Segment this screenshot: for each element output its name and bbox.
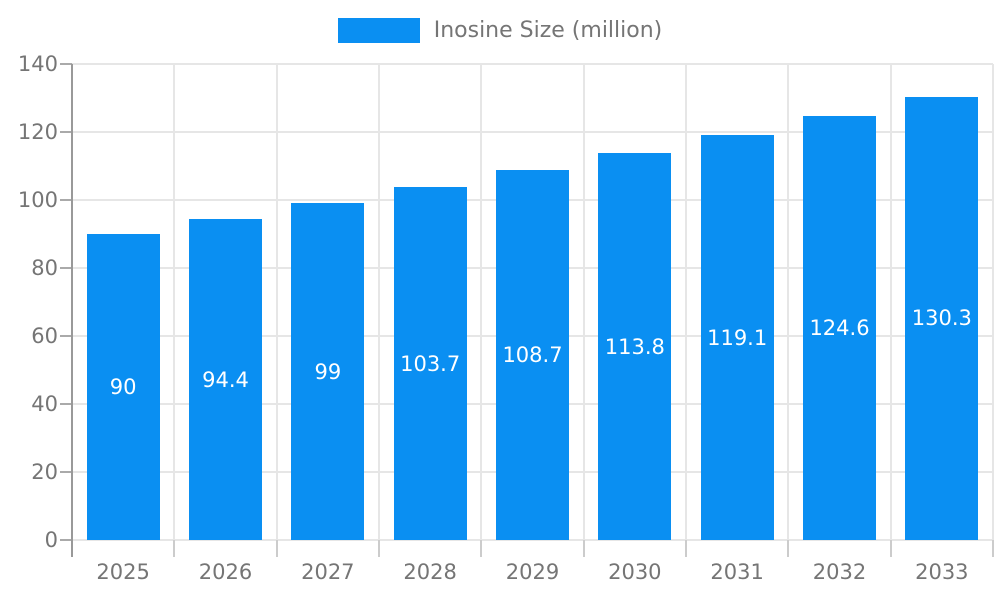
x-axis-tick-label: 2032: [812, 560, 867, 584]
bar-value-label: 108.7: [502, 343, 563, 368]
y-axis-tick-label: 0: [44, 528, 58, 552]
bar-value-label: 113.8: [604, 334, 665, 359]
y-axis-tick: [60, 471, 72, 473]
y-axis-tick: [60, 199, 72, 201]
bar-value-label: 119.1: [707, 325, 768, 350]
y-axis-tick: [60, 335, 72, 337]
x-axis-tick-label: 2026: [198, 560, 253, 584]
bar-value-label: 99: [314, 359, 342, 384]
x-axis-tick: [480, 540, 483, 557]
x-axis-tick-label: 2031: [710, 560, 764, 584]
x-axis-tick: [787, 540, 790, 557]
gridline-vertical: [480, 64, 483, 540]
y-axis-tick: [60, 539, 72, 541]
legend-label: Inosine Size (million): [433, 18, 663, 43]
x-axis-tick: [173, 540, 176, 557]
x-axis-tick-label: 2025: [96, 560, 150, 584]
bar[interactable]: [189, 219, 262, 540]
bar-value-label: 124.6: [809, 316, 870, 341]
y-axis-tick-label: 100: [17, 188, 58, 212]
x-axis-tick: [889, 540, 892, 557]
bar-value-label: 90: [109, 375, 137, 399]
bar[interactable]: [86, 234, 160, 540]
bar[interactable]: [291, 203, 365, 540]
bar-value-label: 130.3: [911, 306, 972, 331]
gridline-vertical: [173, 64, 176, 540]
y-axis-tick-label: 80: [31, 256, 58, 280]
legend-swatch: [337, 18, 420, 43]
bar[interactable]: [393, 187, 467, 540]
x-axis-tick: [275, 540, 278, 557]
gridline-vertical: [378, 64, 380, 540]
gridline-vertical: [685, 64, 687, 540]
gridline-vertical: [889, 64, 892, 540]
x-axis-tick: [992, 540, 994, 557]
x-axis-tick-label: 2030: [608, 560, 662, 584]
gridline-horizontal: [72, 131, 993, 133]
legend[interactable]: Inosine Size (million): [0, 18, 1000, 43]
x-axis-tick-label: 2029: [505, 560, 560, 584]
y-axis-tick-label: 60: [31, 324, 58, 348]
y-axis-line: [71, 64, 73, 557]
y-axis-tick-label: 40: [31, 392, 58, 416]
y-axis-tick-label: 140: [17, 52, 58, 76]
y-axis-tick-label: 20: [31, 460, 58, 484]
gridline-vertical: [992, 64, 994, 540]
gridline-vertical: [275, 64, 278, 540]
bar[interactable]: [598, 153, 672, 540]
gridline-horizontal: [72, 63, 993, 65]
x-axis-tick: [582, 540, 585, 557]
bar[interactable]: [700, 135, 774, 540]
bar-value-label: 94.4: [202, 367, 249, 392]
gridline-horizontal: [72, 539, 993, 541]
x-axis-tick-label: 2033: [915, 560, 969, 584]
x-axis-tick-label: 2028: [403, 560, 457, 584]
x-axis-tick: [378, 540, 380, 557]
y-axis-tick: [60, 63, 72, 65]
y-axis-tick: [60, 403, 72, 405]
bar[interactable]: [905, 96, 979, 540]
y-axis-tick-label: 120: [17, 120, 58, 144]
gridline-vertical: [787, 64, 790, 540]
bar[interactable]: [803, 116, 876, 540]
x-axis-tick: [685, 540, 687, 557]
gridline-vertical: [582, 64, 585, 540]
x-axis-tick-label: 2027: [301, 560, 355, 584]
bar[interactable]: [496, 170, 569, 540]
bar-value-label: 103.7: [400, 351, 461, 376]
y-axis-tick: [60, 267, 72, 269]
y-axis-tick: [60, 131, 72, 133]
